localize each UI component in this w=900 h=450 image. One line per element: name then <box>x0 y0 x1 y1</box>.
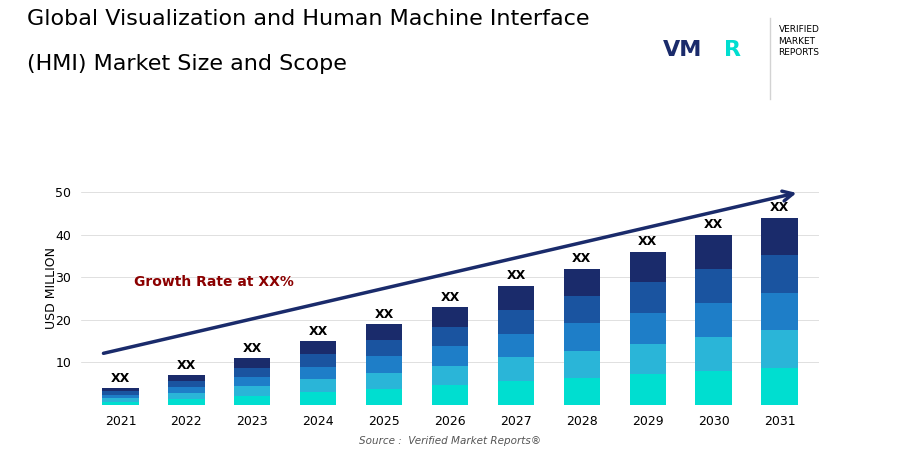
Bar <box>630 344 666 374</box>
Bar <box>630 313 666 344</box>
Bar <box>761 292 797 330</box>
Bar <box>103 395 139 398</box>
Text: XX: XX <box>111 372 130 385</box>
Bar <box>696 269 732 303</box>
Text: XX: XX <box>638 235 657 248</box>
Text: R: R <box>724 40 741 60</box>
Bar <box>103 388 139 392</box>
Bar <box>168 375 204 381</box>
Bar <box>498 357 534 381</box>
Bar <box>761 218 797 255</box>
Bar <box>300 367 337 379</box>
Bar <box>761 368 797 405</box>
Bar <box>103 392 139 395</box>
Bar <box>366 373 402 389</box>
Bar <box>432 366 468 386</box>
Text: Source :  Verified Market Reports®: Source : Verified Market Reports® <box>359 436 541 446</box>
Bar <box>300 341 337 354</box>
Bar <box>563 269 600 296</box>
Bar <box>234 358 270 368</box>
Text: XX: XX <box>507 270 526 283</box>
Bar <box>630 283 666 313</box>
Bar <box>696 303 732 337</box>
Bar <box>630 374 666 405</box>
Text: Growth Rate at XX%: Growth Rate at XX% <box>134 274 293 288</box>
Bar <box>563 351 600 378</box>
Bar <box>366 324 402 340</box>
Bar <box>696 235 732 269</box>
Text: (HMI) Market Size and Scope: (HMI) Market Size and Scope <box>27 54 346 74</box>
Bar <box>432 386 468 405</box>
Text: XX: XX <box>176 359 196 372</box>
Bar <box>300 379 337 392</box>
Bar <box>696 337 732 371</box>
Bar <box>432 346 468 366</box>
Bar <box>234 396 270 405</box>
Bar <box>168 393 204 399</box>
Bar <box>498 286 534 310</box>
Bar <box>498 333 534 357</box>
Bar <box>366 340 402 356</box>
Bar <box>234 368 270 377</box>
Bar <box>563 296 600 323</box>
Bar <box>103 398 139 401</box>
Bar <box>563 378 600 405</box>
Text: XX: XX <box>309 325 328 338</box>
Bar <box>498 310 534 333</box>
Bar <box>630 252 666 283</box>
Text: XX: XX <box>770 202 789 214</box>
Text: Global Visualization and Human Machine Interface: Global Visualization and Human Machine I… <box>27 9 590 29</box>
Text: XX: XX <box>243 342 262 355</box>
Bar <box>300 354 337 367</box>
Bar <box>234 386 270 396</box>
Bar <box>366 389 402 405</box>
Bar <box>696 371 732 405</box>
Bar <box>168 387 204 393</box>
Bar <box>498 381 534 405</box>
Bar <box>103 401 139 405</box>
Bar <box>234 377 270 386</box>
Text: VERIFIED
MARKET
REPORTS: VERIFIED MARKET REPORTS <box>778 25 820 57</box>
Text: XX: XX <box>374 308 393 321</box>
Bar <box>168 381 204 387</box>
Y-axis label: USD MILLION: USD MILLION <box>45 247 58 329</box>
Bar <box>761 255 797 292</box>
Text: XX: XX <box>704 218 724 231</box>
Bar <box>168 399 204 405</box>
Text: VM: VM <box>662 40 702 60</box>
Bar <box>563 323 600 351</box>
Bar <box>761 330 797 368</box>
Text: XX: XX <box>572 252 591 266</box>
Bar <box>432 327 468 346</box>
Bar <box>366 356 402 373</box>
Bar <box>432 307 468 327</box>
Text: XX: XX <box>440 291 460 304</box>
Bar <box>300 392 337 405</box>
